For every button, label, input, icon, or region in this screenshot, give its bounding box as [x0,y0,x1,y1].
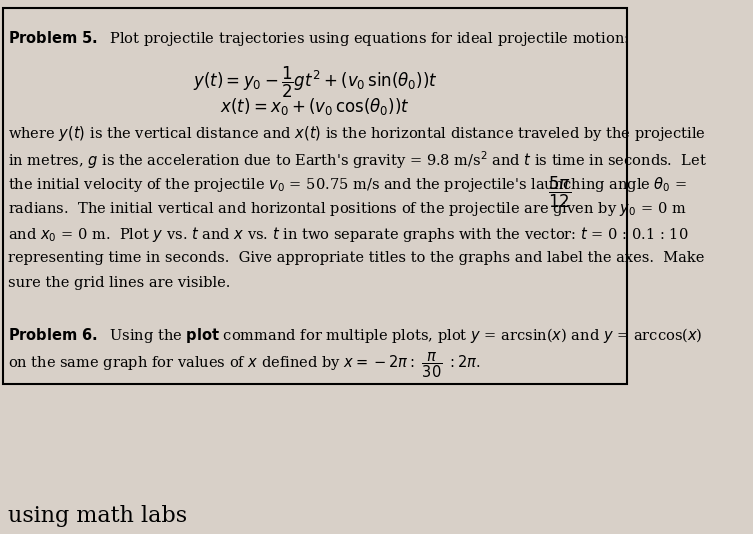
Text: $y(t) = y_0 - \dfrac{1}{2}gt^2 + (v_0\,\sin(\theta_0))t$: $y(t) = y_0 - \dfrac{1}{2}gt^2 + (v_0\,\… [193,65,437,100]
Text: in metres, $g$ is the acceleration due to Earth's gravity = 9.8 m/s$^2$ and $t$ : in metres, $g$ is the acceleration due t… [8,150,707,171]
Text: and $x_0$ = 0 m.  Plot $y$ vs. $t$ and $x$ vs. $t$ in two separate graphs with t: and $x_0$ = 0 m. Plot $y$ vs. $t$ and $x… [8,225,688,245]
Text: using math labs: using math labs [8,505,187,527]
Text: $\bf{Problem\ 5.}$  Plot projectile trajectories using equations for ideal proje: $\bf{Problem\ 5.}$ Plot projectile traje… [8,29,629,49]
Text: representing time in seconds.  Give appropriate titles to the graphs and label t: representing time in seconds. Give appro… [8,251,705,265]
Text: $x(t) = x_0 + (v_0\,\cos(\theta_0))t$: $x(t) = x_0 + (v_0\,\cos(\theta_0))t$ [220,96,410,117]
Text: $\dfrac{5\pi}{12}$: $\dfrac{5\pi}{12}$ [548,175,571,210]
Text: where $y(t)$ is the vertical distance and $x(t)$ is the horizontal distance trav: where $y(t)$ is the vertical distance an… [8,124,706,143]
Text: $\bf{Problem\ 6.}$  Using the $\bf{plot}$ command for multiple plots, plot $y$ =: $\bf{Problem\ 6.}$ Using the $\bf{plot}$… [8,326,703,345]
Text: sure the grid lines are visible.: sure the grid lines are visible. [8,276,230,290]
Text: the initial velocity of the projectile $v_0$ = 50.75 m/s and the projectile's la: the initial velocity of the projectile $… [8,175,687,194]
Text: on the same graph for values of $x$ defined by $x = -2\pi :$ $\dfrac{\pi}{30}$ $: on the same graph for values of $x$ defi… [8,351,481,380]
Text: radians.  The initial vertical and horizontal positions of the projectile are gi: radians. The initial vertical and horizo… [8,200,687,218]
